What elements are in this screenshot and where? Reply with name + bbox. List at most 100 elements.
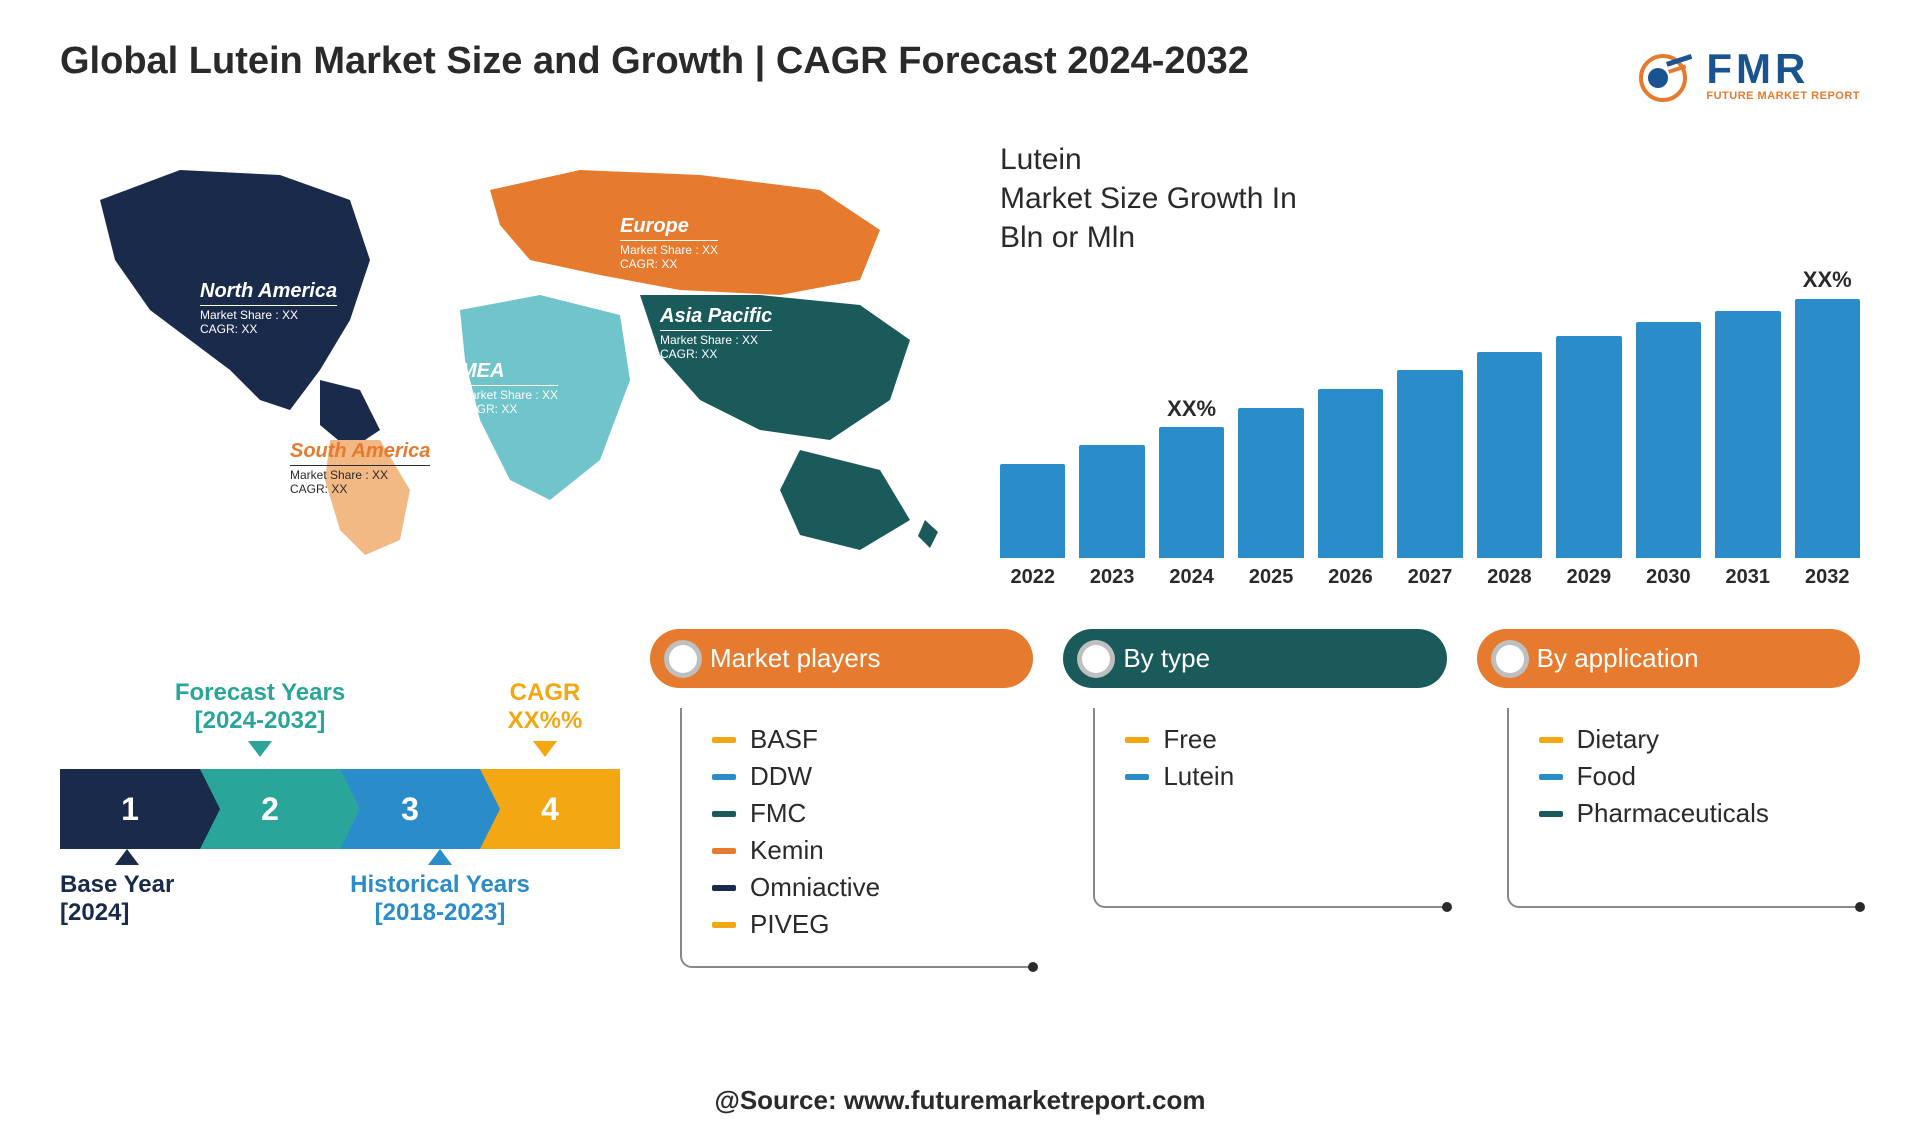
bullet-icon	[1539, 811, 1563, 817]
bar-col: XX%2032	[1795, 299, 1860, 589]
market-players-list: BASF DDW FMC Kemin Omniactive PIVEG	[680, 708, 1033, 968]
by-type-header: By type	[1063, 629, 1446, 688]
bar-annotation: XX%	[1167, 396, 1216, 422]
bar	[1795, 299, 1860, 558]
bar	[1715, 311, 1780, 558]
bar	[1159, 427, 1224, 558]
chart-title: Lutein Market Size Growth In Bln or Mln	[1000, 140, 1860, 257]
list-item: PIVEG	[712, 909, 1013, 940]
bar-year-label: 2031	[1726, 566, 1771, 589]
bullet-icon	[712, 774, 736, 780]
region-cagr: CAGR: XX	[200, 322, 337, 336]
bar	[1000, 464, 1065, 558]
list-item-label: Free	[1163, 724, 1216, 755]
region-name: Asia Pacific	[660, 305, 772, 331]
bar-year-label: 2023	[1090, 566, 1135, 589]
region-name: Europe	[620, 215, 718, 241]
bullet-icon	[1539, 774, 1563, 780]
logo-text: FMR FUTURE MARKET REPORT	[1706, 48, 1860, 102]
bar-year-label: 2029	[1567, 566, 1612, 589]
bottom-row: Forecast Years [2024-2032] CAGR XX%% 123…	[60, 629, 1860, 968]
region-cagr: CAGR: XX	[460, 402, 558, 416]
cagr-text: CAGR	[480, 679, 610, 707]
by-application-list: DietaryFoodPharmaceuticals	[1507, 708, 1860, 908]
bar-chart-area: Lutein Market Size Growth In Bln or Mln …	[1000, 140, 1860, 589]
logo: FMR FUTURE MARKET REPORT	[1628, 40, 1860, 110]
forecast-label: Forecast Years [2024-2032]	[160, 679, 360, 757]
bullet-icon	[712, 811, 736, 817]
hist-range: [2018-2023]	[320, 899, 560, 927]
bar	[1556, 336, 1621, 558]
historical-label: Historical Years [2018-2023]	[320, 849, 560, 927]
arrow-down-icon	[533, 741, 557, 757]
list-item-label: Food	[1577, 761, 1636, 792]
region-name: South America	[290, 440, 430, 466]
bar	[1636, 322, 1701, 558]
source-attribution: @Source: www.futuremarketreport.com	[714, 1085, 1205, 1116]
list-item-label: Omniactive	[750, 872, 880, 903]
bar-col: 2027	[1397, 299, 1462, 589]
list-item: DDW	[712, 761, 1013, 792]
region-share: Market Share : XX	[660, 333, 772, 347]
by-type-list: Free Lutein	[1093, 708, 1446, 908]
region-asia-pacific: Asia Pacific Market Share : XX CAGR: XX	[660, 305, 772, 361]
list-item: BASF	[712, 724, 1013, 755]
bar-annotation: XX%	[1803, 267, 1852, 293]
map-svg	[60, 140, 960, 560]
timeline: Forecast Years [2024-2032] CAGR XX%% 123…	[60, 629, 620, 959]
bar-col: 2026	[1318, 299, 1383, 589]
bar	[1477, 352, 1542, 558]
bar-col: 2030	[1636, 299, 1701, 589]
list-item-label: DDW	[750, 761, 812, 792]
bullet-icon	[712, 922, 736, 928]
region-share: Market Share : XX	[290, 468, 430, 482]
region-europe: Europe Market Share : XX CAGR: XX	[620, 215, 718, 271]
region-cagr: CAGR: XX	[290, 482, 430, 496]
bar-col: 2031	[1715, 299, 1780, 589]
region-cagr: CAGR: XX	[660, 347, 772, 361]
header: Global Lutein Market Size and Growth | C…	[60, 40, 1860, 110]
list-item: Kemin	[712, 835, 1013, 866]
bar-chart: 20222023XX%20242025202620272028202920302…	[1000, 269, 1860, 589]
region-south-america: South America Market Share : XX CAGR: XX	[290, 440, 430, 496]
world-map: North America Market Share : XX CAGR: XX…	[60, 140, 960, 560]
bar	[1397, 370, 1462, 558]
bar-year-label: 2028	[1487, 566, 1532, 589]
market-players-panel: Market players BASF DDW FMC Kemin Omniactive…	[650, 629, 1033, 968]
main-row: North America Market Share : XX CAGR: XX…	[60, 140, 1860, 589]
timeline-segment: 2	[200, 769, 340, 849]
region-north-america: North America Market Share : XX CAGR: XX	[200, 280, 337, 336]
fmr-logo-icon	[1628, 40, 1698, 110]
list-item: FMC	[712, 798, 1013, 829]
list-item-label: PIVEG	[750, 909, 829, 940]
by-type-panel: By type Free Lutein	[1063, 629, 1446, 908]
timeline-top-labels: Forecast Years [2024-2032] CAGR XX%%	[60, 679, 620, 769]
bar-col: XX%2024	[1159, 299, 1224, 589]
bar-year-label: 2027	[1408, 566, 1453, 589]
bar-col: 2029	[1556, 299, 1621, 589]
bullet-icon	[712, 885, 736, 891]
timeline-segment: 3	[340, 769, 480, 849]
chart-title-line1: Lutein	[1000, 143, 1082, 176]
forecast-text: Forecast Years	[160, 679, 360, 707]
market-players-header: Market players	[650, 629, 1033, 688]
bar-col: 2023	[1079, 299, 1144, 589]
list-item-label: Lutein	[1163, 761, 1234, 792]
bullet-icon	[1539, 737, 1563, 743]
arrow-up-icon	[428, 849, 452, 865]
timeline-bar: 1234	[60, 769, 620, 849]
chart-title-line2: Market Size Growth In	[1000, 182, 1297, 215]
timeline-segment: 4	[480, 769, 620, 849]
bar-year-label: 2022	[1010, 566, 1055, 589]
list-item: Free	[1125, 724, 1426, 755]
list-item-label: FMC	[750, 798, 806, 829]
page-title: Global Lutein Market Size and Growth | C…	[60, 40, 1249, 83]
arrow-down-icon	[248, 741, 272, 757]
list-item-label: Kemin	[750, 835, 824, 866]
bar	[1238, 408, 1303, 558]
bar-col: 2028	[1477, 299, 1542, 589]
list-item: Dietary	[1539, 724, 1840, 755]
base-text: Base Year	[60, 871, 240, 899]
bullet-icon	[712, 848, 736, 854]
region-name: MEA	[460, 360, 558, 386]
